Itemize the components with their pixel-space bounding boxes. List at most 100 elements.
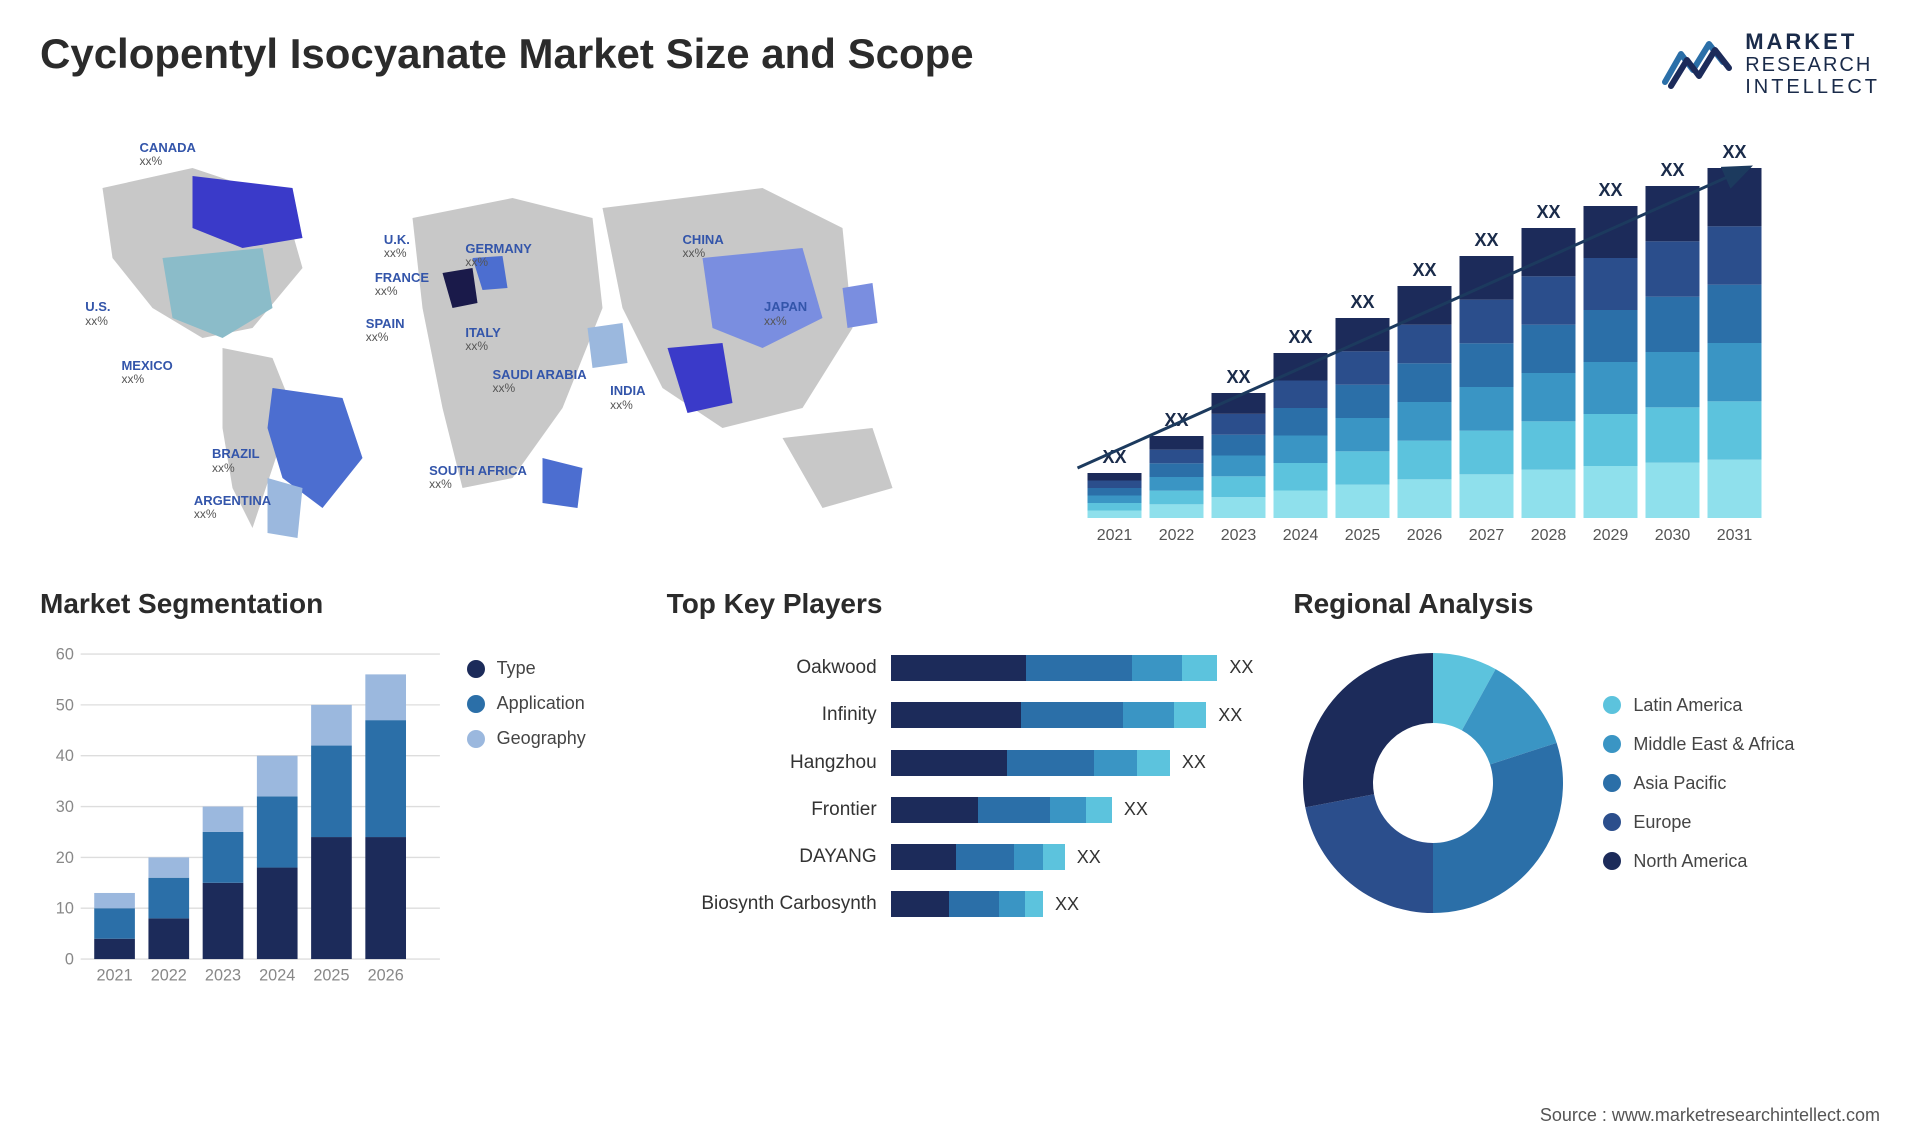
forecast-bar-segment <box>1088 481 1142 489</box>
legend-label: Geography <box>497 728 586 749</box>
map-argentina <box>268 478 303 538</box>
map-label: U.K.xx% <box>384 233 410 260</box>
seg-bar-segment <box>365 837 406 959</box>
forecast-bar-segment <box>1088 496 1142 504</box>
player-bar-segment <box>891 702 1022 728</box>
player-row: Infinity XX <box>667 702 1254 728</box>
forecast-bar-segment <box>1584 310 1638 362</box>
player-value: XX <box>1124 799 1148 820</box>
player-bar-segment <box>891 750 1007 776</box>
player-bar-segment <box>891 891 949 917</box>
player-bar-wrap: XX <box>891 797 1254 823</box>
forecast-bar-segment <box>1088 503 1142 511</box>
forecast-bar-segment <box>1274 408 1328 436</box>
forecast-bar-segment <box>1336 318 1390 351</box>
forecast-bar-segment <box>1212 435 1266 456</box>
seg-x-label: 2023 <box>205 967 241 985</box>
forecast-bar-segment <box>1398 364 1452 403</box>
legend-item: Europe <box>1603 812 1880 833</box>
map-label: FRANCExx% <box>375 271 429 298</box>
forecast-x-label: 2022 <box>1159 527 1195 544</box>
forecast-bar-segment <box>1584 414 1638 466</box>
forecast-bar-segment <box>1522 325 1576 373</box>
player-bar <box>891 844 1065 870</box>
forecast-bar-segment <box>1088 488 1142 496</box>
forecast-bar-segment <box>1708 343 1762 401</box>
forecast-bar-segment <box>1274 381 1328 409</box>
seg-bar-segment <box>148 878 189 919</box>
donut-slice <box>1303 653 1433 807</box>
forecast-bar-segment <box>1398 325 1452 364</box>
forecast-bar-label: XX <box>1412 260 1436 280</box>
world-map-panel: CANADAxx%U.S.xx%MEXICOxx%BRAZILxx%ARGENT… <box>40 128 945 548</box>
seg-y-tick: 50 <box>56 696 74 714</box>
forecast-bar-segment <box>1522 228 1576 276</box>
forecast-bar-segment <box>1584 206 1638 258</box>
player-row: DAYANGXX <box>667 844 1254 870</box>
seg-bar-segment <box>257 797 298 868</box>
segmentation-legend: TypeApplicationGeography <box>447 638 627 995</box>
legend-item: Middle East & Africa <box>1603 734 1880 755</box>
player-bar-segment <box>891 797 978 823</box>
player-row: Frontier XX <box>667 797 1254 823</box>
player-name: Oakwood <box>667 657 877 679</box>
player-bar-segment <box>1086 797 1111 823</box>
player-name: Frontier <box>667 799 877 821</box>
legend-swatch-icon <box>467 660 485 678</box>
legend-label: Application <box>497 693 585 714</box>
seg-x-label: 2026 <box>368 967 404 985</box>
logo-line-3: INTELLECT <box>1745 76 1880 98</box>
forecast-bar-segment <box>1150 464 1204 478</box>
logo-text: MARKET RESEARCH INTELLECT <box>1745 30 1880 98</box>
player-name: Infinity <box>667 704 877 726</box>
map-india <box>668 343 733 413</box>
forecast-x-label: 2025 <box>1345 527 1381 544</box>
forecast-bar-segment <box>1646 408 1700 463</box>
map-label: SPAINxx% <box>366 317 405 344</box>
forecast-bar-segment <box>1398 480 1452 519</box>
map-label: CANADAxx% <box>140 141 196 168</box>
seg-x-label: 2022 <box>151 967 187 985</box>
segmentation-bar-chart: 0102030405060202120222023202420252026 <box>40 638 447 995</box>
forecast-x-label: 2027 <box>1469 527 1505 544</box>
forecast-bar-segment <box>1398 402 1452 441</box>
forecast-x-label: 2024 <box>1283 527 1319 544</box>
player-value: XX <box>1218 705 1242 726</box>
forecast-bar-segment <box>1522 422 1576 470</box>
player-bar-segment <box>1182 655 1218 681</box>
seg-bar-segment <box>257 756 298 797</box>
seg-bar-segment <box>94 939 135 959</box>
player-bar-wrap: XX <box>891 702 1254 728</box>
forecast-bar-segment <box>1150 450 1204 464</box>
seg-y-tick: 30 <box>56 798 74 816</box>
seg-bar-segment <box>203 807 244 832</box>
legend-label: Latin America <box>1633 695 1742 716</box>
player-bar-segment <box>891 844 956 870</box>
forecast-bar-segment <box>1460 431 1514 475</box>
legend-swatch-icon <box>467 730 485 748</box>
seg-bar-segment <box>257 868 298 960</box>
seg-bar-segment <box>365 720 406 837</box>
forecast-bar-segment <box>1336 418 1390 451</box>
regional-donut <box>1293 643 1573 923</box>
player-bar-segment <box>891 655 1026 681</box>
regional-panel: Regional Analysis Latin AmericaMiddle Ea… <box>1293 588 1880 928</box>
player-bar-wrap: XX <box>891 891 1254 917</box>
forecast-bar-segment <box>1212 477 1266 498</box>
forecast-bar-segment <box>1522 277 1576 325</box>
player-name: Hangzhou <box>667 752 877 774</box>
player-name: DAYANG <box>667 846 877 868</box>
player-bar-segment <box>1026 655 1133 681</box>
player-row: HangzhouXX <box>667 750 1254 776</box>
legend-label: Europe <box>1633 812 1691 833</box>
donut-slice <box>1433 743 1563 913</box>
forecast-bar-segment <box>1460 475 1514 519</box>
seg-bar-segment <box>203 883 244 959</box>
forecast-x-label: 2023 <box>1221 527 1257 544</box>
forecast-bar-segment <box>1584 466 1638 518</box>
legend-label: Middle East & Africa <box>1633 734 1794 755</box>
map-label: SOUTH AFRICAxx% <box>429 464 527 491</box>
map-label: GERMANYxx% <box>465 242 531 269</box>
logo-mark-icon <box>1661 34 1733 94</box>
player-bar-segment <box>1132 655 1182 681</box>
